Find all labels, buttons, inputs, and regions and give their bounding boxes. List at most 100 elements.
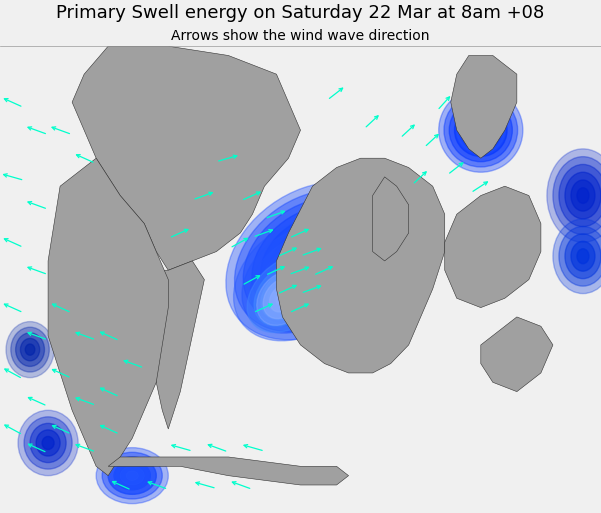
Ellipse shape	[460, 109, 502, 151]
Ellipse shape	[553, 219, 601, 293]
Ellipse shape	[36, 430, 60, 456]
Ellipse shape	[263, 278, 302, 319]
Ellipse shape	[465, 114, 496, 146]
Polygon shape	[72, 46, 300, 270]
Ellipse shape	[270, 285, 295, 312]
Ellipse shape	[257, 271, 308, 325]
Ellipse shape	[559, 165, 601, 227]
Ellipse shape	[282, 287, 295, 300]
Ellipse shape	[450, 98, 512, 162]
Ellipse shape	[457, 107, 505, 153]
Ellipse shape	[242, 226, 359, 333]
Polygon shape	[373, 177, 409, 261]
Ellipse shape	[275, 281, 302, 307]
Ellipse shape	[292, 272, 309, 287]
Ellipse shape	[217, 141, 240, 166]
Ellipse shape	[565, 234, 601, 279]
Ellipse shape	[195, 207, 225, 240]
Ellipse shape	[261, 213, 364, 308]
Ellipse shape	[114, 462, 150, 489]
Ellipse shape	[108, 457, 156, 495]
Ellipse shape	[243, 198, 382, 324]
Ellipse shape	[210, 135, 246, 172]
Ellipse shape	[462, 111, 500, 149]
Ellipse shape	[173, 201, 212, 246]
Ellipse shape	[20, 339, 40, 361]
Ellipse shape	[6, 322, 54, 378]
Ellipse shape	[126, 471, 138, 480]
Polygon shape	[445, 186, 541, 308]
Ellipse shape	[102, 452, 162, 499]
Ellipse shape	[188, 218, 197, 229]
Polygon shape	[451, 55, 517, 158]
Text: Arrows show the wind wave direction: Arrows show the wind wave direction	[171, 29, 430, 43]
Ellipse shape	[454, 104, 507, 156]
Ellipse shape	[225, 149, 232, 157]
Ellipse shape	[221, 145, 236, 162]
Ellipse shape	[269, 222, 356, 300]
Ellipse shape	[202, 125, 255, 182]
Ellipse shape	[96, 448, 168, 504]
Text: Primary Swell energy on Saturday 22 Mar at 8am +08: Primary Swell energy on Saturday 22 Mar …	[56, 4, 545, 22]
Ellipse shape	[304, 253, 321, 269]
Ellipse shape	[444, 93, 517, 167]
Ellipse shape	[476, 126, 486, 135]
Ellipse shape	[203, 215, 218, 232]
Ellipse shape	[234, 219, 367, 341]
Ellipse shape	[30, 423, 66, 463]
Ellipse shape	[565, 172, 601, 219]
Ellipse shape	[466, 116, 495, 144]
Ellipse shape	[218, 142, 239, 165]
Ellipse shape	[287, 237, 338, 285]
Ellipse shape	[571, 180, 595, 211]
Ellipse shape	[284, 264, 317, 295]
Ellipse shape	[199, 211, 222, 236]
Ellipse shape	[42, 437, 54, 449]
Ellipse shape	[475, 125, 486, 135]
Ellipse shape	[268, 274, 309, 313]
Ellipse shape	[577, 249, 589, 264]
Polygon shape	[138, 261, 204, 429]
Ellipse shape	[295, 245, 330, 277]
Ellipse shape	[120, 466, 144, 485]
Ellipse shape	[225, 150, 232, 157]
Ellipse shape	[471, 121, 490, 140]
Ellipse shape	[261, 268, 316, 320]
Ellipse shape	[254, 261, 323, 326]
Ellipse shape	[577, 188, 589, 203]
Ellipse shape	[471, 120, 492, 141]
Ellipse shape	[206, 129, 251, 178]
Ellipse shape	[439, 88, 523, 172]
Ellipse shape	[571, 241, 595, 271]
Ellipse shape	[213, 137, 243, 170]
Ellipse shape	[258, 241, 343, 318]
Ellipse shape	[250, 233, 351, 326]
Ellipse shape	[183, 212, 202, 235]
Ellipse shape	[168, 195, 216, 251]
Ellipse shape	[24, 417, 72, 469]
Ellipse shape	[221, 146, 236, 161]
Ellipse shape	[25, 344, 35, 355]
Ellipse shape	[18, 410, 78, 476]
Ellipse shape	[178, 207, 207, 241]
Ellipse shape	[198, 121, 258, 186]
Ellipse shape	[214, 139, 243, 168]
Polygon shape	[108, 457, 349, 485]
Ellipse shape	[120, 466, 144, 485]
Ellipse shape	[278, 229, 347, 292]
Ellipse shape	[126, 471, 138, 480]
Ellipse shape	[11, 327, 49, 372]
Ellipse shape	[108, 457, 156, 495]
Polygon shape	[481, 317, 553, 391]
Ellipse shape	[267, 249, 334, 310]
Ellipse shape	[114, 462, 150, 489]
Ellipse shape	[247, 254, 330, 332]
Ellipse shape	[275, 256, 326, 303]
Ellipse shape	[16, 333, 44, 366]
Ellipse shape	[252, 206, 373, 316]
Ellipse shape	[234, 190, 391, 332]
Ellipse shape	[226, 182, 399, 340]
Ellipse shape	[207, 220, 214, 228]
Polygon shape	[276, 158, 445, 373]
Polygon shape	[48, 158, 168, 476]
